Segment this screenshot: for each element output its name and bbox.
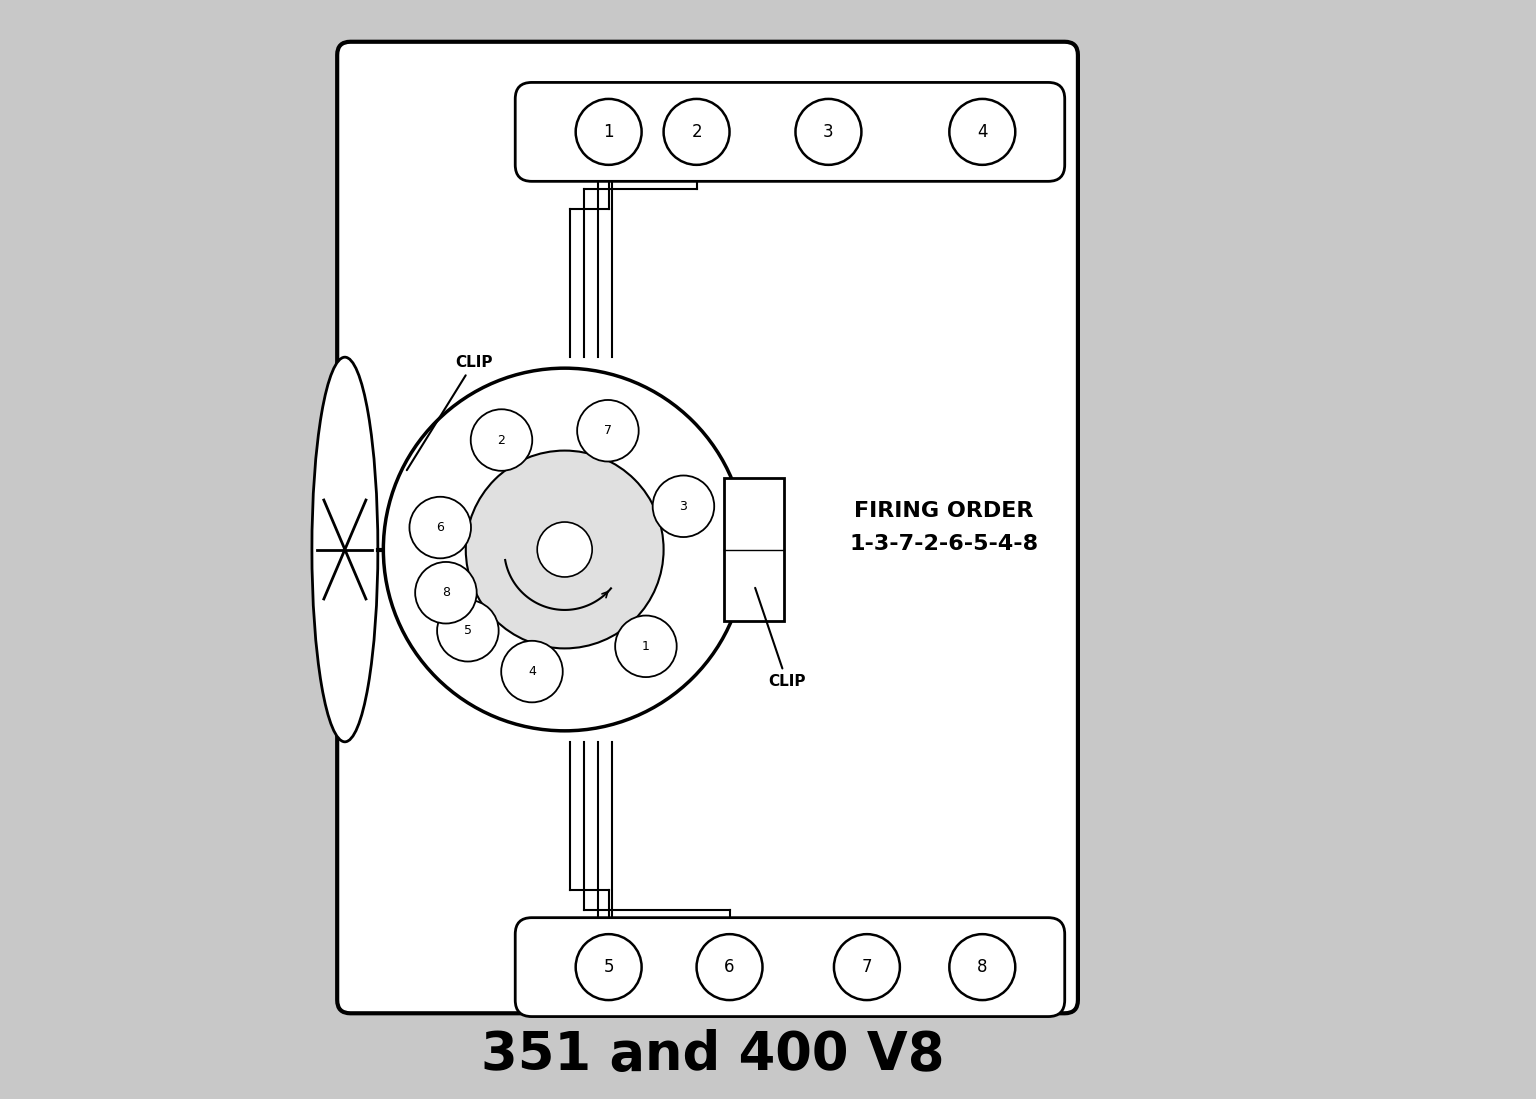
Circle shape <box>501 641 562 702</box>
Text: 1: 1 <box>642 640 650 653</box>
Circle shape <box>465 451 664 648</box>
Circle shape <box>949 99 1015 165</box>
Circle shape <box>949 934 1015 1000</box>
Circle shape <box>470 409 533 470</box>
Circle shape <box>653 476 714 537</box>
Text: 7: 7 <box>862 958 872 976</box>
FancyBboxPatch shape <box>338 42 1078 1013</box>
Text: 3: 3 <box>823 123 834 141</box>
Circle shape <box>410 497 472 558</box>
Circle shape <box>578 400 639 462</box>
Circle shape <box>538 522 593 577</box>
FancyBboxPatch shape <box>515 82 1064 181</box>
Circle shape <box>415 562 476 623</box>
Circle shape <box>438 600 499 662</box>
Text: 7: 7 <box>604 424 611 437</box>
Circle shape <box>796 99 862 165</box>
Text: CLIP: CLIP <box>407 355 492 470</box>
Text: 4: 4 <box>528 665 536 678</box>
Circle shape <box>576 99 642 165</box>
Circle shape <box>384 368 746 731</box>
Text: 8: 8 <box>977 958 988 976</box>
Text: 351 and 400 V8: 351 and 400 V8 <box>481 1029 945 1081</box>
Text: 6: 6 <box>436 521 444 534</box>
Bar <box>723 478 785 621</box>
Circle shape <box>614 615 677 677</box>
Circle shape <box>696 934 762 1000</box>
Circle shape <box>664 99 730 165</box>
Text: CLIP: CLIP <box>756 588 805 689</box>
Text: 5: 5 <box>604 958 614 976</box>
Text: 1: 1 <box>604 123 614 141</box>
Circle shape <box>576 934 642 1000</box>
Text: 6: 6 <box>725 958 734 976</box>
Text: 8: 8 <box>442 586 450 599</box>
Ellipse shape <box>312 357 378 742</box>
Text: FIRING ORDER
1-3-7-2-6-5-4-8: FIRING ORDER 1-3-7-2-6-5-4-8 <box>849 501 1038 554</box>
FancyBboxPatch shape <box>515 918 1064 1017</box>
Text: 4: 4 <box>977 123 988 141</box>
Text: 2: 2 <box>691 123 702 141</box>
Text: 3: 3 <box>679 500 688 513</box>
Text: 2: 2 <box>498 433 505 446</box>
Circle shape <box>834 934 900 1000</box>
Text: 5: 5 <box>464 624 472 637</box>
